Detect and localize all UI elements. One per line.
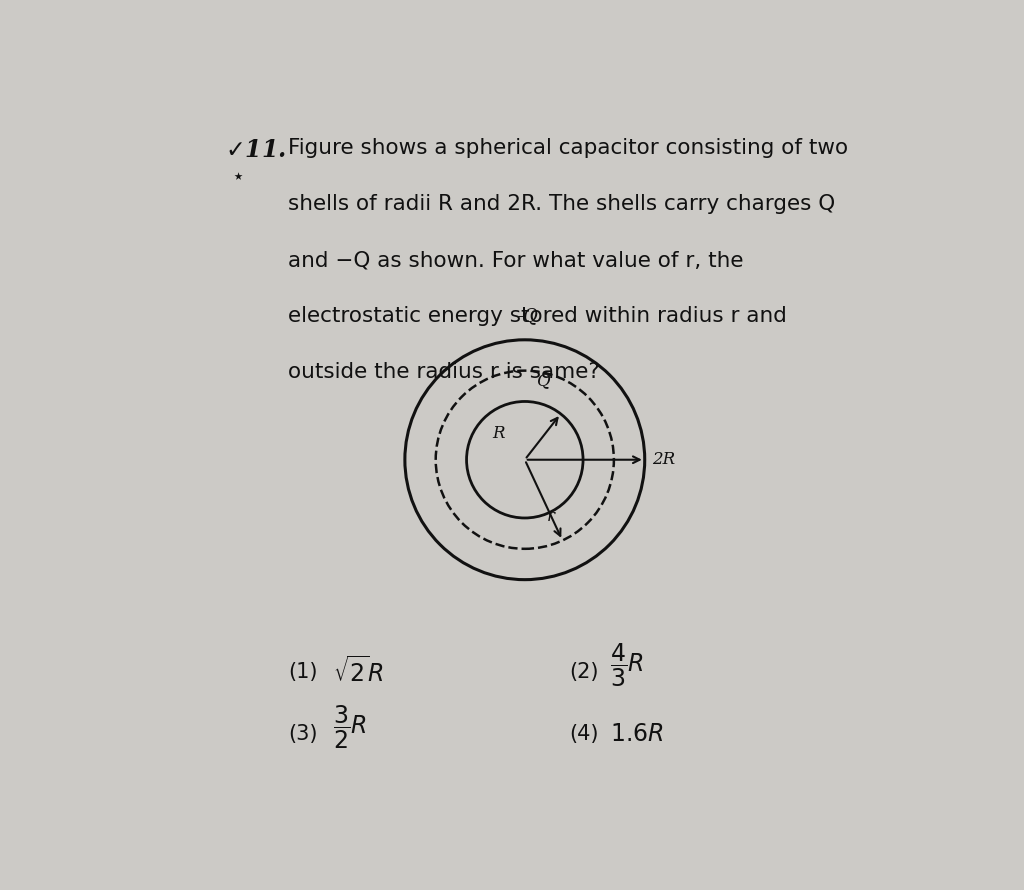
- Text: (1): (1): [289, 662, 317, 682]
- Text: $\checkmark$11.: $\checkmark$11.: [224, 138, 286, 162]
- Text: Q: Q: [538, 372, 551, 389]
- Text: R: R: [493, 425, 505, 442]
- Text: -Q: -Q: [518, 307, 539, 325]
- Text: $1.6R$: $1.6R$: [610, 722, 665, 746]
- Text: shells of radii R and 2R. The shells carry charges Q: shells of radii R and 2R. The shells car…: [289, 194, 836, 214]
- Text: $\dfrac{3}{2}R$: $\dfrac{3}{2}R$: [333, 703, 367, 750]
- Text: $\sqrt{2}R$: $\sqrt{2}R$: [333, 657, 384, 687]
- Text: outside the radius r is same?: outside the radius r is same?: [289, 362, 600, 383]
- Text: (4): (4): [569, 724, 599, 744]
- Text: 2R: 2R: [651, 451, 675, 468]
- Text: (3): (3): [289, 724, 317, 744]
- Text: r: r: [547, 507, 555, 524]
- Text: (2): (2): [569, 662, 599, 682]
- Text: and −Q as shown. For what value of r, the: and −Q as shown. For what value of r, th…: [289, 250, 743, 270]
- Text: $\dfrac{4}{3}R$: $\dfrac{4}{3}R$: [610, 642, 645, 689]
- Text: Figure shows a spherical capacitor consisting of two: Figure shows a spherical capacitor consi…: [289, 138, 849, 158]
- Text: electrostatic energy stored within radius r and: electrostatic energy stored within radiu…: [289, 306, 787, 327]
- Text: $\star$: $\star$: [231, 165, 244, 185]
